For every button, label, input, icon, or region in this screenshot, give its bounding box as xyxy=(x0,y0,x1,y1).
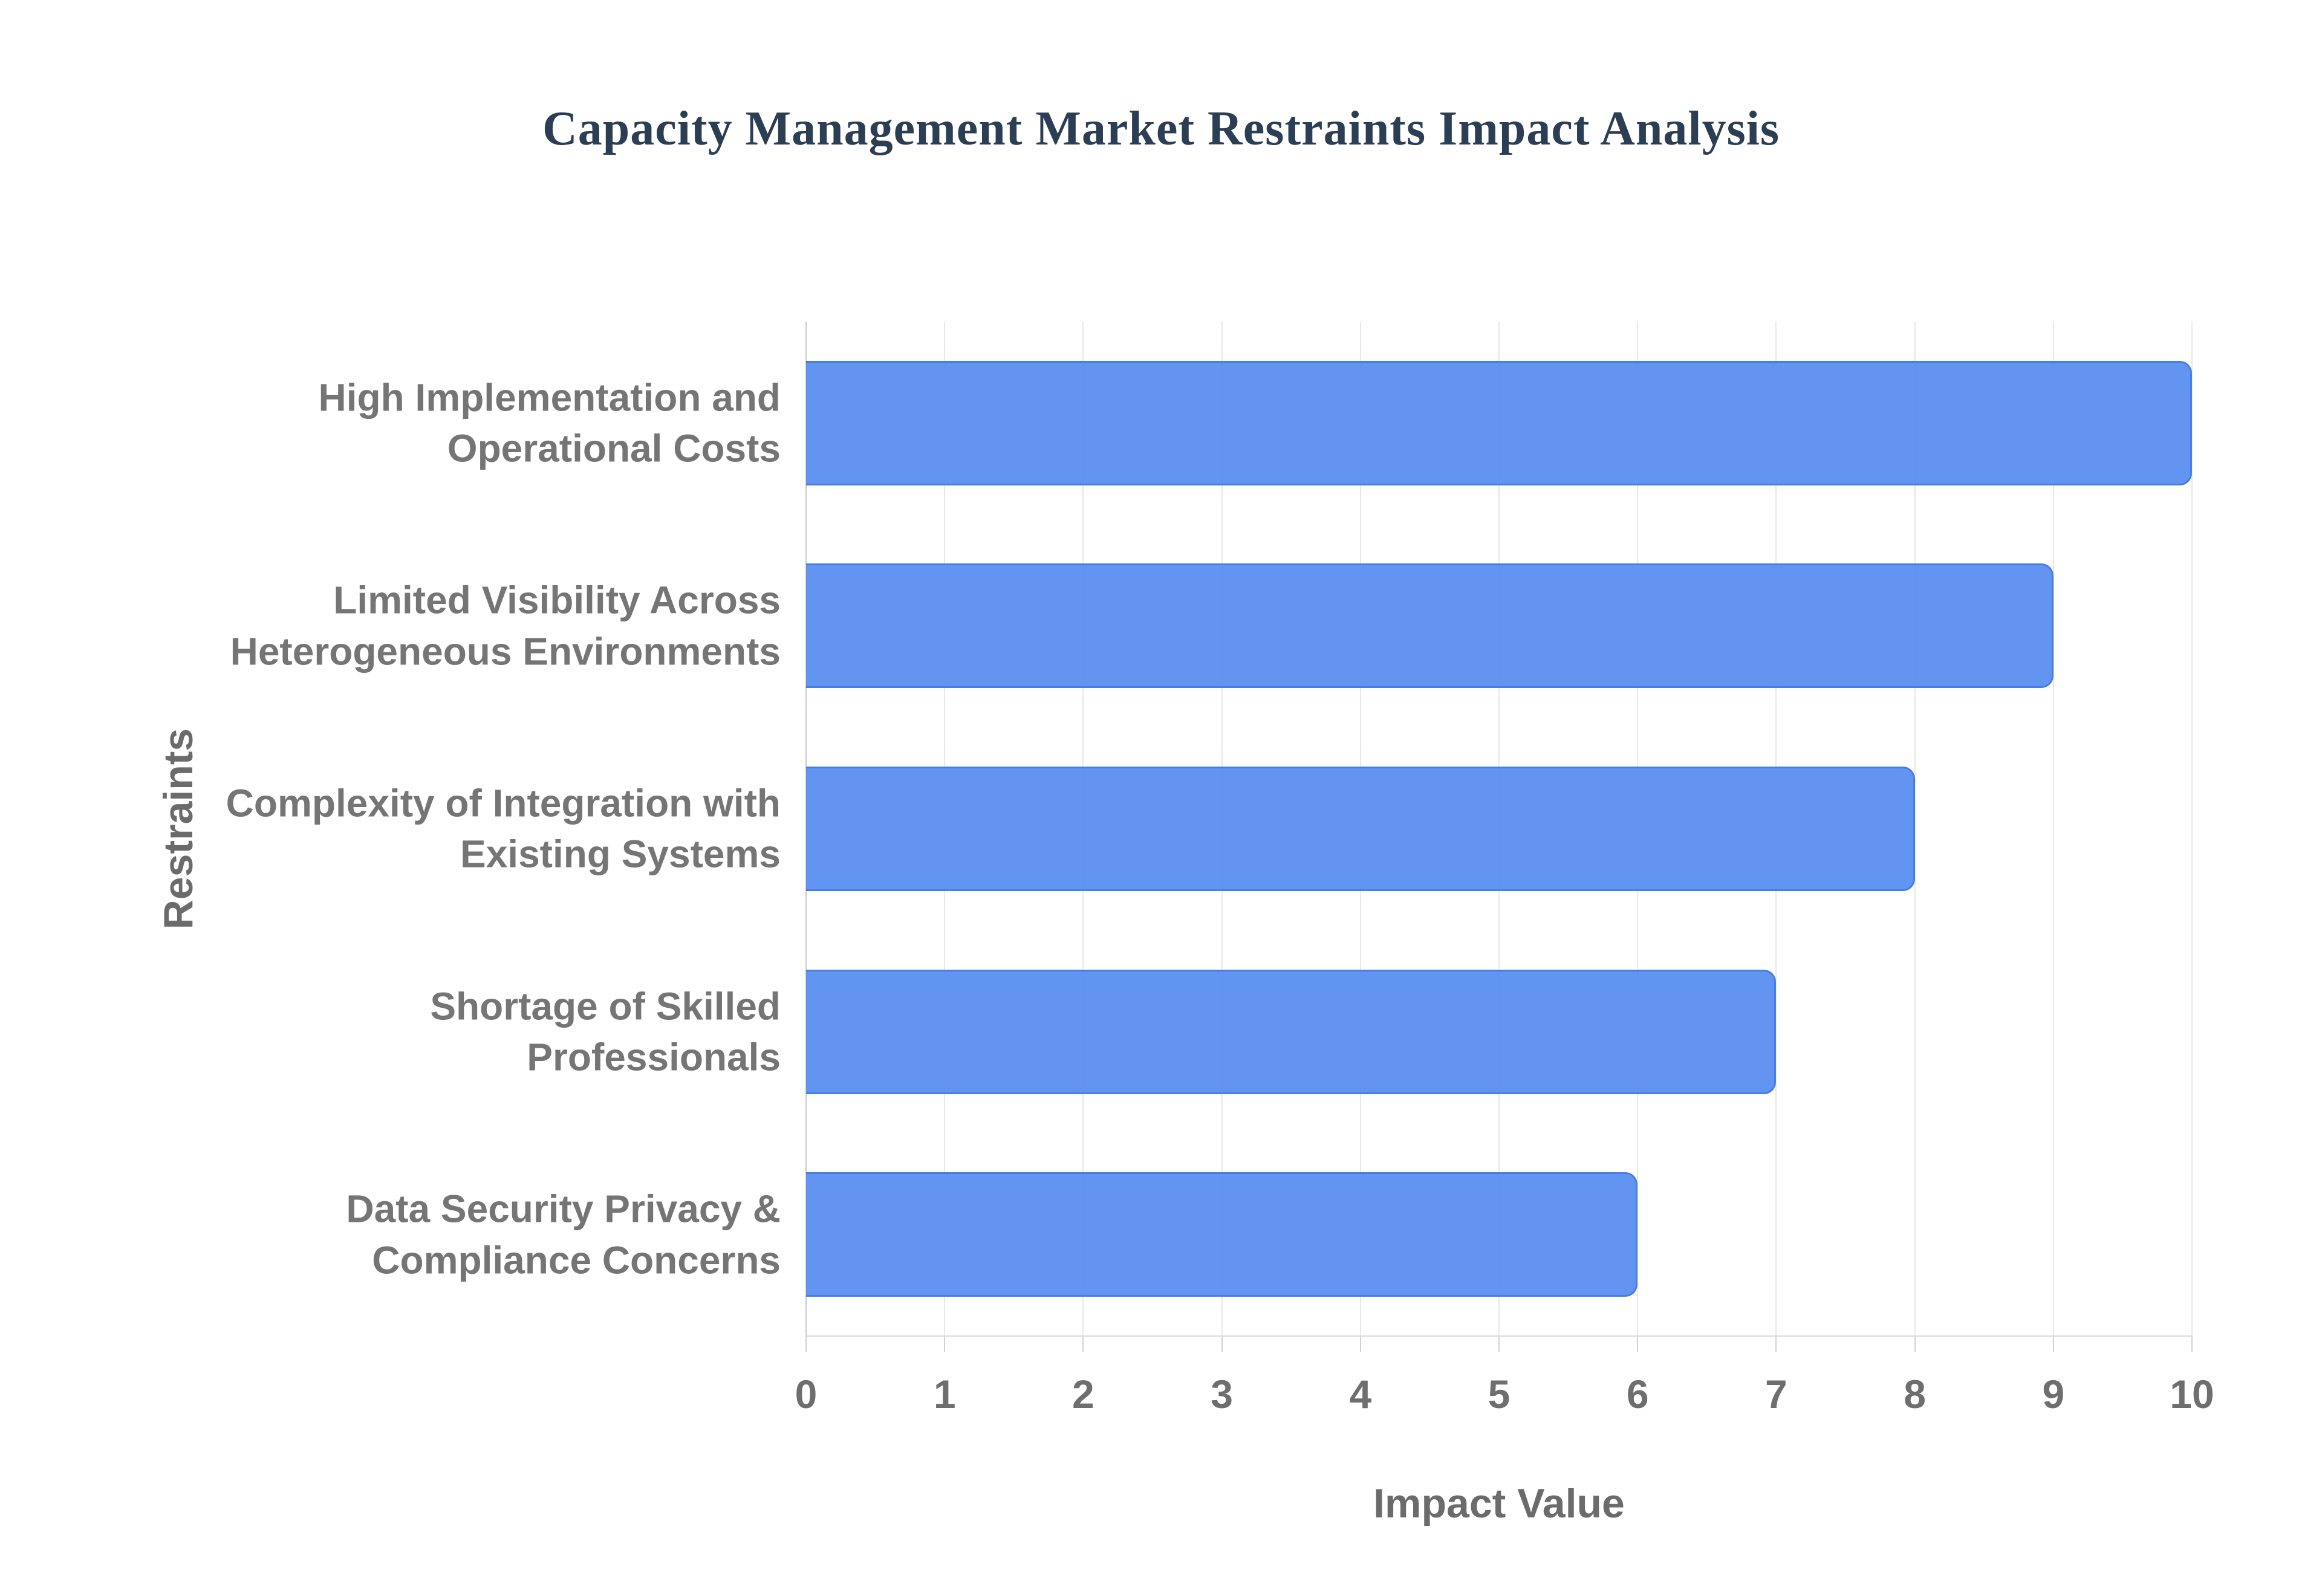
x-tick-mark xyxy=(1914,1336,1916,1352)
x-tick-label: 8 xyxy=(1904,1372,1926,1416)
bar xyxy=(806,563,2054,689)
x-tick-label: 7 xyxy=(1765,1372,1787,1416)
x-tick-label: 0 xyxy=(795,1372,818,1416)
x-tick-mark xyxy=(1359,1336,1361,1352)
x-tick-mark xyxy=(2191,1336,2193,1352)
bar xyxy=(806,969,1777,1094)
x-tick-mark xyxy=(805,1336,807,1352)
x-tick-label: 10 xyxy=(2170,1372,2214,1416)
x-tick-mark xyxy=(2052,1336,2054,1352)
x-tick-label: 4 xyxy=(1349,1372,1372,1416)
x-tick-mark xyxy=(1082,1336,1084,1352)
gridline xyxy=(2191,322,2193,1336)
gridline xyxy=(1914,322,1916,1336)
category-label: Data Security Privacy & Compliance Conce… xyxy=(346,1187,781,1282)
x-tick-label: 2 xyxy=(1072,1372,1094,1416)
gridline xyxy=(2052,322,2054,1336)
x-tick-mark xyxy=(1775,1336,1777,1352)
category-label: Shortage of Skilled Professionals xyxy=(430,984,781,1079)
x-tick-label: 6 xyxy=(1626,1372,1649,1416)
x-tick-label: 5 xyxy=(1488,1372,1511,1416)
category-label: High Implementation and Operational Cost… xyxy=(318,375,781,470)
x-tick-mark xyxy=(944,1336,946,1352)
x-tick-mark xyxy=(1221,1336,1223,1352)
x-tick-mark xyxy=(1498,1336,1500,1352)
chart-title: Capacity Management Market Restraints Im… xyxy=(542,102,1780,155)
x-tick-mark xyxy=(1637,1336,1639,1352)
bar xyxy=(806,767,1915,891)
category-label: Limited Visibility Across Heterogeneous … xyxy=(230,578,781,673)
x-tick-label: 1 xyxy=(933,1372,956,1416)
bar xyxy=(806,360,2192,485)
plot-area: 0 1 2 3 4 5 6 7 8 9 10 High Implementation and Oper… xyxy=(226,322,2214,1416)
bar xyxy=(806,1172,1638,1297)
x-axis-title: Impact Value xyxy=(1373,1481,1625,1526)
x-axis-line xyxy=(806,1335,2192,1337)
x-tick-label: 9 xyxy=(2042,1372,2065,1416)
x-tick-label: 3 xyxy=(1211,1372,1233,1416)
category-label: Complexity of Integration with Existing … xyxy=(226,781,781,876)
